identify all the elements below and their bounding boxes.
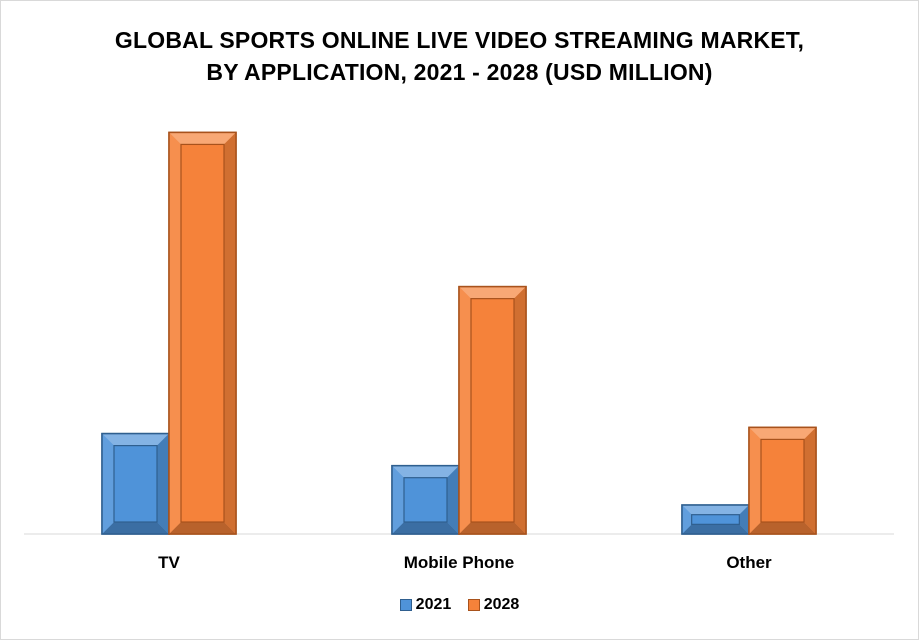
- bar-2021-mobile-phone: [391, 464, 460, 535]
- legend-swatch-2028: [467, 599, 480, 611]
- legend-label-2028: 2028: [483, 596, 520, 613]
- bar-2028-tv: [168, 131, 237, 535]
- legend-item-2021: 2021: [399, 596, 452, 614]
- chart-title: GLOBAL SPORTS ONLINE LIVE VIDEO STREAMIN…: [0, 24, 919, 88]
- legend-swatch-2021: [399, 599, 412, 611]
- x-tick-label-mobile-phone: Mobile Phone: [404, 553, 515, 572]
- chart-title-line-2: BY APPLICATION, 2021 - 2028 (USD MILLION…: [206, 59, 713, 85]
- bar-2028-mobile-phone: [458, 285, 527, 535]
- x-tick-label-tv: TV: [158, 553, 180, 572]
- bar-2021-other: [681, 504, 750, 535]
- legend-item-2028: 2028: [467, 596, 520, 614]
- bar-2028-other: [748, 426, 817, 535]
- legend: 2021 2028: [0, 596, 919, 616]
- chart-title-line-1: GLOBAL SPORTS ONLINE LIVE VIDEO STREAMIN…: [114, 27, 805, 53]
- bar-2021-tv: [101, 432, 170, 535]
- legend-label-2021: 2021: [415, 596, 452, 613]
- x-tick-label-other: Other: [726, 553, 772, 572]
